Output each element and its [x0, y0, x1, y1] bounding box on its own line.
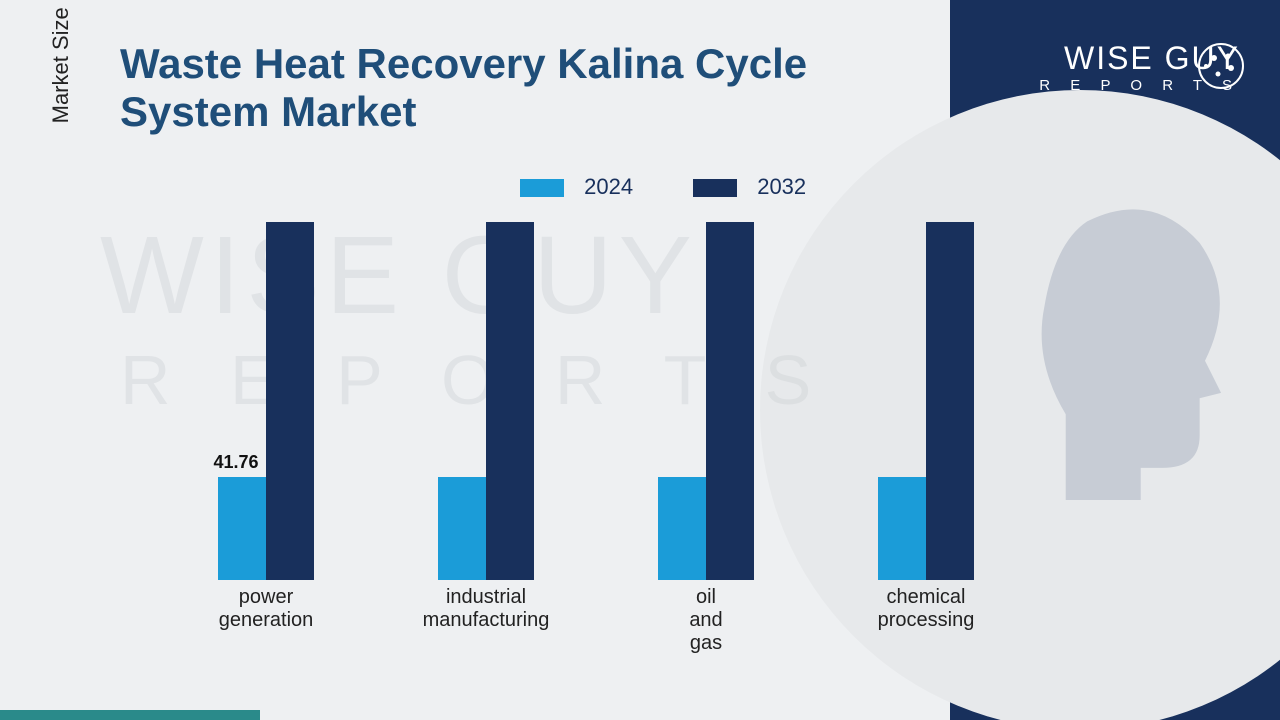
chart-title: Waste Heat Recovery Kalina Cycle System …: [120, 40, 840, 137]
bar-2024: [438, 477, 486, 580]
brand-head-icon: [1176, 36, 1246, 106]
bar-2032: [706, 222, 754, 580]
category-label: industrialmanufacturing: [401, 586, 571, 632]
brand-logo: WISE GUY R E P O R T S: [1039, 40, 1240, 94]
bar-2024: [658, 477, 706, 580]
legend-swatch-2024: [520, 179, 564, 197]
legend-label: 2024: [584, 174, 633, 199]
y-axis-label: Market Size in USD Billion: [48, 0, 74, 210]
watermark-head-icon: [1020, 200, 1240, 500]
category-label: oilandgas: [621, 586, 791, 655]
bottom-accent-bar: [0, 710, 260, 720]
legend-label: 2032: [757, 174, 806, 199]
bar-2024: [878, 477, 926, 580]
bar-value-label: 41.76: [196, 452, 276, 473]
chart-area: 41.76 powergeneration industrialmanufactu…: [110, 210, 990, 640]
bar-2032: [926, 222, 974, 580]
legend-item-2024: 2024: [520, 174, 633, 200]
bar-2032: [266, 222, 314, 580]
bar-2032: [486, 222, 534, 580]
legend-swatch-2032: [693, 179, 737, 197]
bar-2024: [218, 477, 266, 580]
plot-area: 41.76: [170, 210, 990, 580]
legend-item-2032: 2032: [693, 174, 806, 200]
category-label: chemicalprocessing: [841, 586, 1011, 632]
stage: Waste Heat Recovery Kalina Cycle System …: [0, 0, 1280, 720]
legend: 2024 2032: [520, 174, 806, 200]
category-label: powergeneration: [181, 586, 351, 632]
